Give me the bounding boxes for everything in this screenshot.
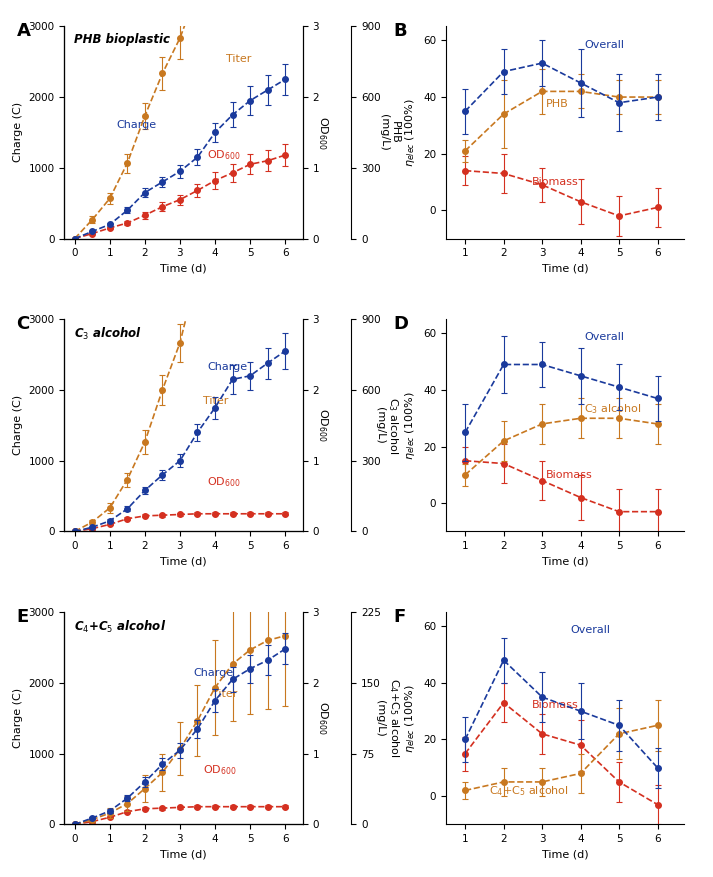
- X-axis label: Time (d): Time (d): [160, 264, 207, 274]
- Y-axis label: $\eta_{elec}$ (100%): $\eta_{elec}$ (100%): [404, 684, 418, 752]
- Y-axis label: Charge (C): Charge (C): [13, 396, 23, 455]
- X-axis label: Time (d): Time (d): [160, 557, 207, 567]
- Text: E: E: [16, 608, 29, 626]
- Text: C$_3$ alcohol: C$_3$ alcohol: [584, 403, 642, 417]
- Text: Charge: Charge: [193, 667, 233, 678]
- Text: C$_3$ alcohol: C$_3$ alcohol: [73, 325, 142, 342]
- Y-axis label: $\eta_{elec}$ (100%): $\eta_{elec}$ (100%): [404, 391, 418, 460]
- Text: F: F: [394, 608, 406, 626]
- Y-axis label: OD$_{600}$: OD$_{600}$: [317, 409, 330, 442]
- Text: C$_4$+C$_5$ alcohol: C$_4$+C$_5$ alcohol: [73, 618, 166, 635]
- Y-axis label: Charge (C): Charge (C): [13, 103, 23, 162]
- Y-axis label: PHB
(mg/L): PHB (mg/L): [379, 114, 400, 151]
- Text: Overall: Overall: [570, 625, 610, 635]
- Text: A: A: [16, 22, 31, 40]
- X-axis label: Time (d): Time (d): [542, 850, 588, 859]
- Text: OD$_{600}$: OD$_{600}$: [207, 474, 241, 488]
- Text: OD$_{600}$: OD$_{600}$: [207, 148, 241, 161]
- Text: D: D: [394, 315, 409, 333]
- Text: Biomass: Biomass: [532, 177, 578, 188]
- X-axis label: Time (d): Time (d): [542, 264, 588, 274]
- Text: Biomass: Biomass: [532, 700, 578, 709]
- Y-axis label: $\eta_{elec}$ (100%): $\eta_{elec}$ (100%): [404, 98, 418, 167]
- Text: Titer: Titer: [227, 54, 252, 64]
- Text: PHB bioplastic: PHB bioplastic: [73, 32, 170, 46]
- Text: Overall: Overall: [584, 39, 625, 49]
- Text: PHB: PHB: [546, 99, 569, 109]
- Text: Titer: Titer: [202, 396, 228, 406]
- Text: OD$_{600}$: OD$_{600}$: [202, 764, 236, 777]
- Y-axis label: C$_3$ alcohol
(mg/L): C$_3$ alcohol (mg/L): [375, 396, 400, 454]
- Text: B: B: [394, 22, 407, 40]
- X-axis label: Time (d): Time (d): [160, 850, 207, 859]
- X-axis label: Time (d): Time (d): [542, 557, 588, 567]
- Text: Overall: Overall: [584, 332, 625, 342]
- Y-axis label: OD$_{600}$: OD$_{600}$: [317, 702, 330, 735]
- Text: Charge: Charge: [117, 120, 157, 130]
- Text: Charge: Charge: [207, 362, 247, 372]
- Text: Titer: Titer: [212, 689, 237, 699]
- Text: Biomass: Biomass: [546, 470, 593, 481]
- Y-axis label: Charge (C): Charge (C): [13, 688, 23, 748]
- Text: C: C: [16, 315, 30, 333]
- Y-axis label: OD$_{600}$: OD$_{600}$: [317, 116, 330, 149]
- Text: C$_4$+C$_5$ alcohol: C$_4$+C$_5$ alcohol: [489, 785, 569, 798]
- Y-axis label: C$_4$+C$_5$ alcohol
(mg/L): C$_4$+C$_5$ alcohol (mg/L): [375, 678, 401, 759]
